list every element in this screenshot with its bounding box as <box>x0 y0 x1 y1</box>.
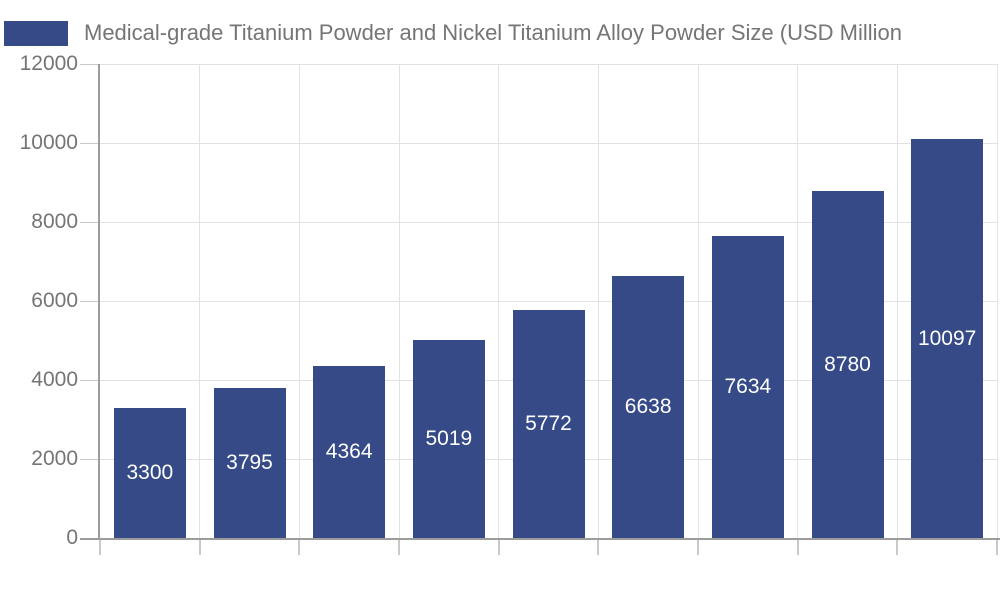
y-axis-tick-label: 12000 <box>19 52 78 75</box>
legend-label: Medical-grade Titanium Powder and Nickel… <box>84 20 902 45</box>
x-axis-tick-mark <box>697 540 699 555</box>
x-axis-tick-mark <box>896 540 899 555</box>
y-axis-tick-label: 4000 <box>31 368 78 391</box>
x-axis-tick-mark <box>497 540 500 555</box>
bar-2026[interactable] <box>213 388 286 538</box>
x-axis-tick-mark <box>99 540 101 555</box>
x-axis-tick-mark <box>198 540 201 555</box>
y-axis-tick-mark <box>80 459 98 460</box>
bar-2031[interactable] <box>711 236 784 538</box>
y-axis-tick-label: 6000 <box>31 289 78 312</box>
x-axis-tick-mark <box>996 540 998 555</box>
y-axis-tick-mark <box>80 301 98 302</box>
x-axis-tick-mark <box>398 540 400 555</box>
x-axis-tick-mark <box>298 540 301 555</box>
bar-2028[interactable] <box>412 340 485 538</box>
bar-2033[interactable] <box>911 139 984 538</box>
y-axis-tick-mark <box>80 143 98 144</box>
y-axis-line <box>98 64 100 540</box>
gridline-h <box>100 63 997 65</box>
gridline-v <box>996 64 998 538</box>
gridline-h <box>100 142 997 144</box>
x-axis-line <box>80 538 1000 540</box>
y-axis-tick-label: 2000 <box>31 447 78 470</box>
y-axis-tick-mark <box>80 64 98 65</box>
legend-swatch-icon <box>4 20 68 46</box>
x-axis-tick-mark <box>796 540 799 555</box>
gridline-h <box>100 300 997 302</box>
legend-item[interactable]: Medical-grade Titanium Powder and Nickel… <box>4 20 902 46</box>
y-axis-tick-label: 0 <box>66 526 78 549</box>
y-axis-tick-label: 10000 <box>19 131 78 154</box>
y-axis-tick-mark <box>80 222 98 223</box>
gridline-h <box>100 221 997 223</box>
plot-area: 0200040006000800010000120002025202620272… <box>20 52 1000 555</box>
y-axis-tick-label: 8000 <box>31 210 78 233</box>
bar-2029[interactable] <box>512 310 585 538</box>
bar-2030[interactable] <box>612 276 685 538</box>
bar-2025[interactable] <box>113 408 186 538</box>
x-axis-tick-mark <box>597 540 600 555</box>
bar-2032[interactable] <box>811 191 884 538</box>
bar-2027[interactable] <box>313 366 386 538</box>
y-axis-tick-mark <box>80 380 98 381</box>
